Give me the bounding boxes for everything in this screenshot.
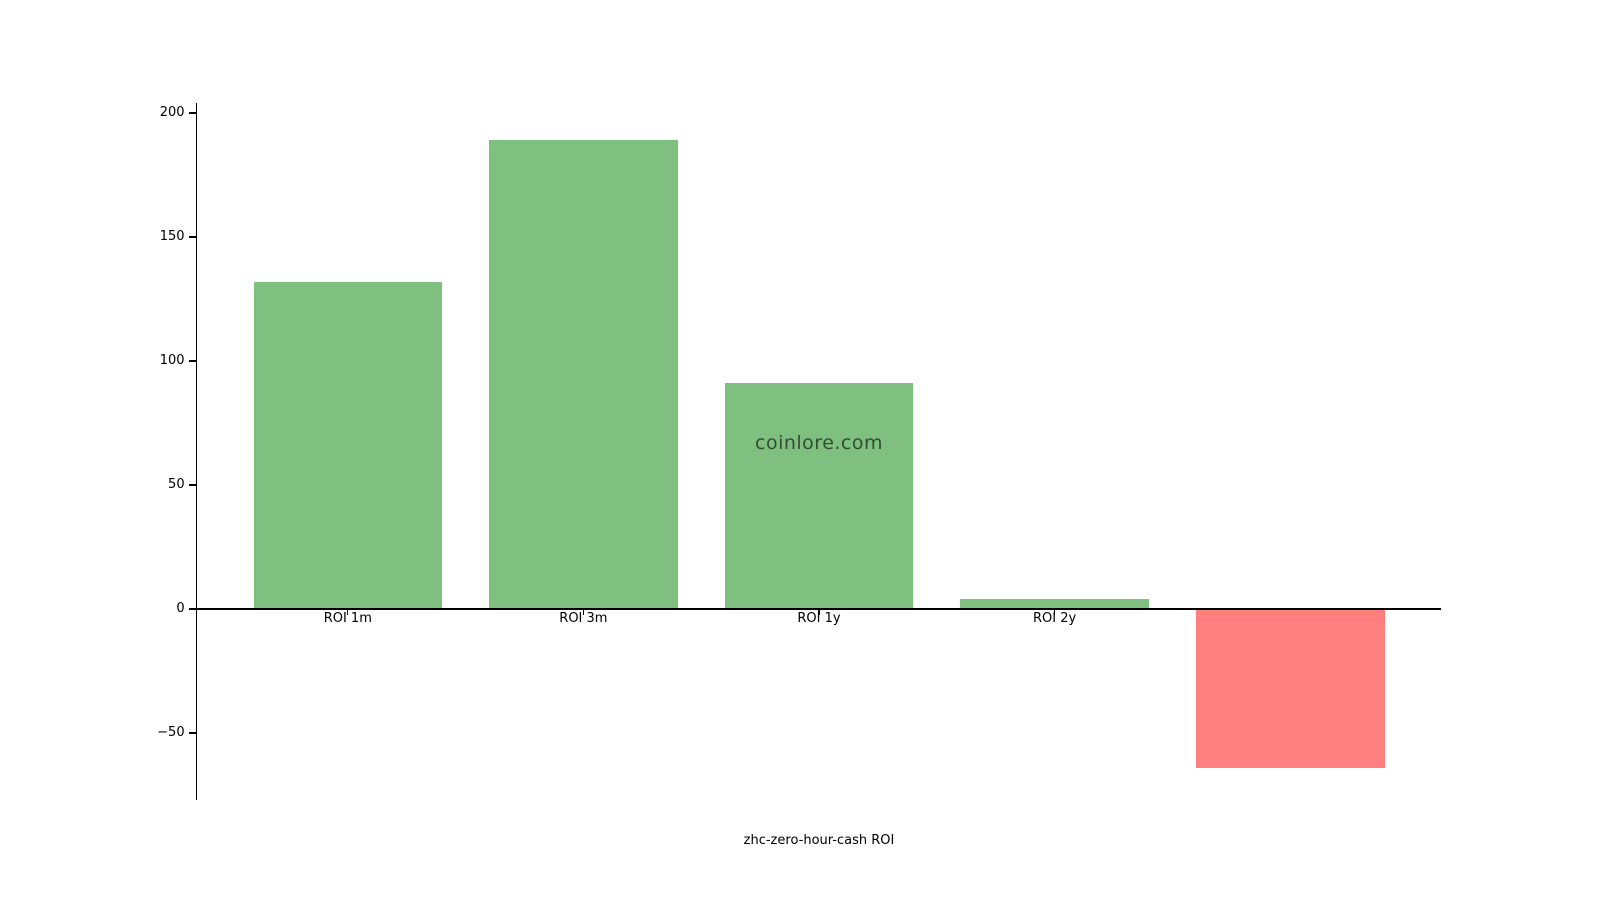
y-tick-label: 150 xyxy=(159,228,185,244)
x-tick xyxy=(347,609,349,615)
bar-roi-2y xyxy=(960,599,1149,609)
y-tick xyxy=(188,360,196,362)
watermark: coinlore.com xyxy=(755,432,883,454)
x-tick-label: ROI 1m xyxy=(323,611,372,626)
y-tick xyxy=(188,236,196,238)
bar-roi-1y xyxy=(724,383,914,609)
chart-title: zhc-zero-hour-cash ROI xyxy=(743,833,895,848)
bar-unlabeled xyxy=(1196,609,1385,768)
y-tick xyxy=(188,732,196,734)
x-axis-line xyxy=(197,608,1441,610)
x-tick xyxy=(818,609,820,615)
y-tick xyxy=(188,112,196,114)
y-tick-label: 0 xyxy=(176,601,185,616)
x-tick-label: ROI 2y xyxy=(1032,611,1077,626)
x-tick xyxy=(582,609,584,615)
x-tick-label: ROI 3m xyxy=(559,611,608,626)
y-tick xyxy=(188,608,196,610)
y-axis-line xyxy=(195,103,197,800)
bar-roi-1m xyxy=(253,281,442,609)
y-tick-label: 100 xyxy=(159,353,185,368)
x-tick-label: ROI 1y xyxy=(797,611,841,626)
y-tick xyxy=(188,484,196,486)
bar-roi-3m xyxy=(489,140,678,609)
y-tick-label: 200 xyxy=(159,104,185,120)
y-tick-label: 50 xyxy=(168,477,185,492)
x-tick xyxy=(1054,609,1056,615)
y-tick-label: −50 xyxy=(157,725,185,740)
